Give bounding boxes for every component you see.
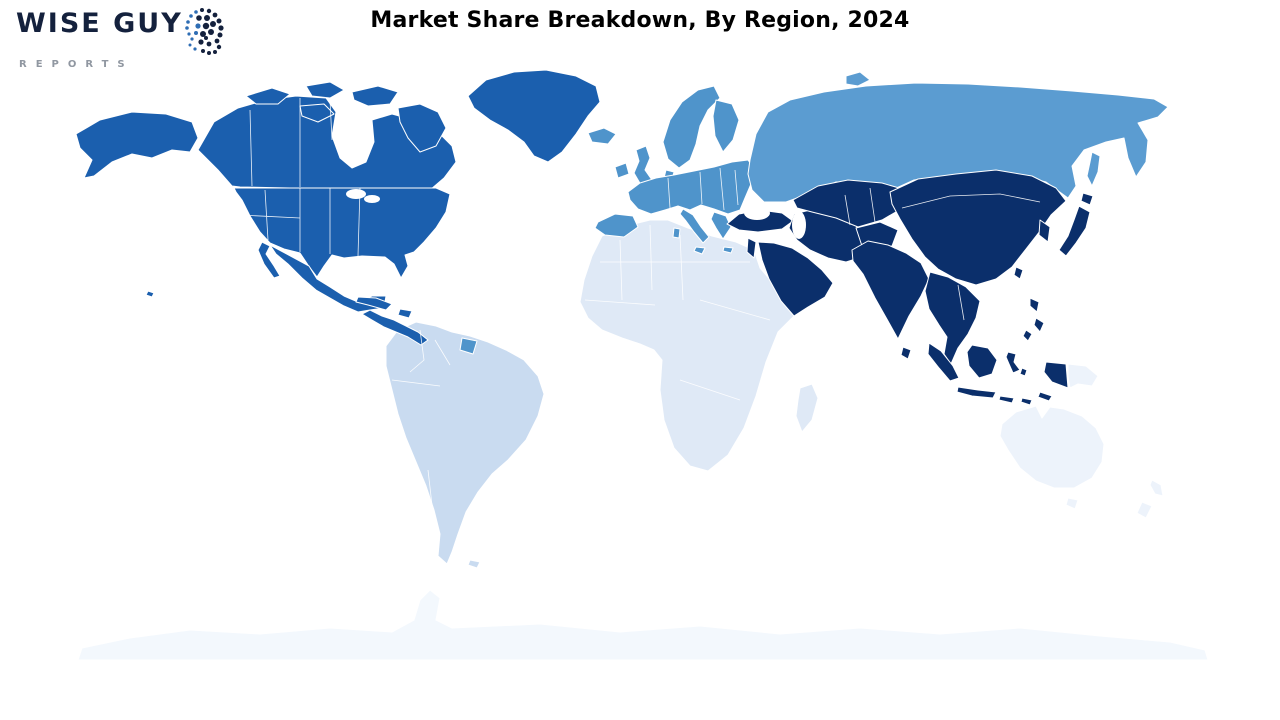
region-russia <box>747 71 1169 203</box>
internal-borders <box>239 98 1041 541</box>
indochina <box>924 271 981 365</box>
levant <box>746 237 757 259</box>
caribbean-islands <box>355 296 413 319</box>
korean-peninsula <box>1038 219 1051 243</box>
inland-water <box>346 189 806 239</box>
logo-wordmark: WISE GUY <box>16 8 183 39</box>
papua-new-guinea <box>1067 363 1099 389</box>
arabian-peninsula <box>757 241 834 317</box>
mainland-europe <box>627 159 756 215</box>
logo-head-dots-main <box>195 8 224 55</box>
logo-head-dots-icon <box>184 8 224 55</box>
caspian-sea <box>792 211 806 239</box>
island-novaya-zemlya <box>845 71 871 87</box>
country-japan <box>1058 192 1094 257</box>
great-lakes-east <box>364 195 380 203</box>
territory-french-guiana <box>459 337 478 355</box>
country-mexico <box>269 244 387 313</box>
usa-state-borders <box>239 187 361 257</box>
country-philippines <box>1022 297 1045 342</box>
scandinavia <box>662 85 721 169</box>
canada-province-borders <box>249 98 333 187</box>
island-tasmania <box>1065 497 1079 510</box>
country-new-zealand <box>1136 479 1164 519</box>
central-america <box>361 309 429 346</box>
indonesia-archipelago <box>927 342 1069 406</box>
country-sri-lanka <box>900 346 912 360</box>
country-australia <box>999 405 1105 489</box>
country-iceland <box>587 127 617 145</box>
balkans-greece <box>710 211 732 240</box>
iberian-peninsula <box>594 213 639 238</box>
europe-country-borders <box>667 167 739 211</box>
south-america-borders <box>391 329 451 541</box>
region-antarctica <box>77 589 1209 661</box>
black-sea <box>744 206 770 220</box>
country-united-kingdom <box>633 145 653 186</box>
region-asia-pacific <box>726 169 1094 406</box>
logo-subtitle: REPORTS <box>19 59 134 70</box>
region-africa <box>579 219 819 472</box>
great-lakes <box>346 189 366 199</box>
island-taiwan <box>1013 266 1024 280</box>
country-ireland <box>614 162 630 179</box>
state-alaska <box>75 111 199 179</box>
baja-california <box>257 241 281 279</box>
country-india <box>851 240 930 340</box>
canadian-arctic-islands <box>245 81 447 153</box>
asia-country-borders <box>844 187 1041 321</box>
country-finland <box>712 99 740 153</box>
country-madagascar <box>795 383 819 433</box>
chart-title: Market Share Breakdown, By Region, 2024 <box>370 8 910 33</box>
mediterranean-islands <box>672 227 734 255</box>
africa-country-borders <box>584 224 771 401</box>
island-sakhalin <box>1086 151 1101 187</box>
country-italy <box>679 208 710 244</box>
wiseguy-logo: WISE GUY REPORTS <box>16 8 225 70</box>
central-asia <box>792 179 907 228</box>
country-antarctica <box>77 589 1209 661</box>
country-greenland <box>467 69 601 163</box>
country-usa <box>233 187 451 279</box>
falkland-islands <box>467 559 481 569</box>
region-europe <box>459 85 756 355</box>
continent-africa <box>579 219 813 472</box>
islands-hawaii <box>145 290 155 298</box>
logo-head-dots-accent <box>184 10 201 51</box>
region-north-america <box>75 69 601 346</box>
region-oceania <box>999 363 1164 519</box>
continent-south-america <box>385 321 545 565</box>
region-south-america <box>385 321 545 569</box>
